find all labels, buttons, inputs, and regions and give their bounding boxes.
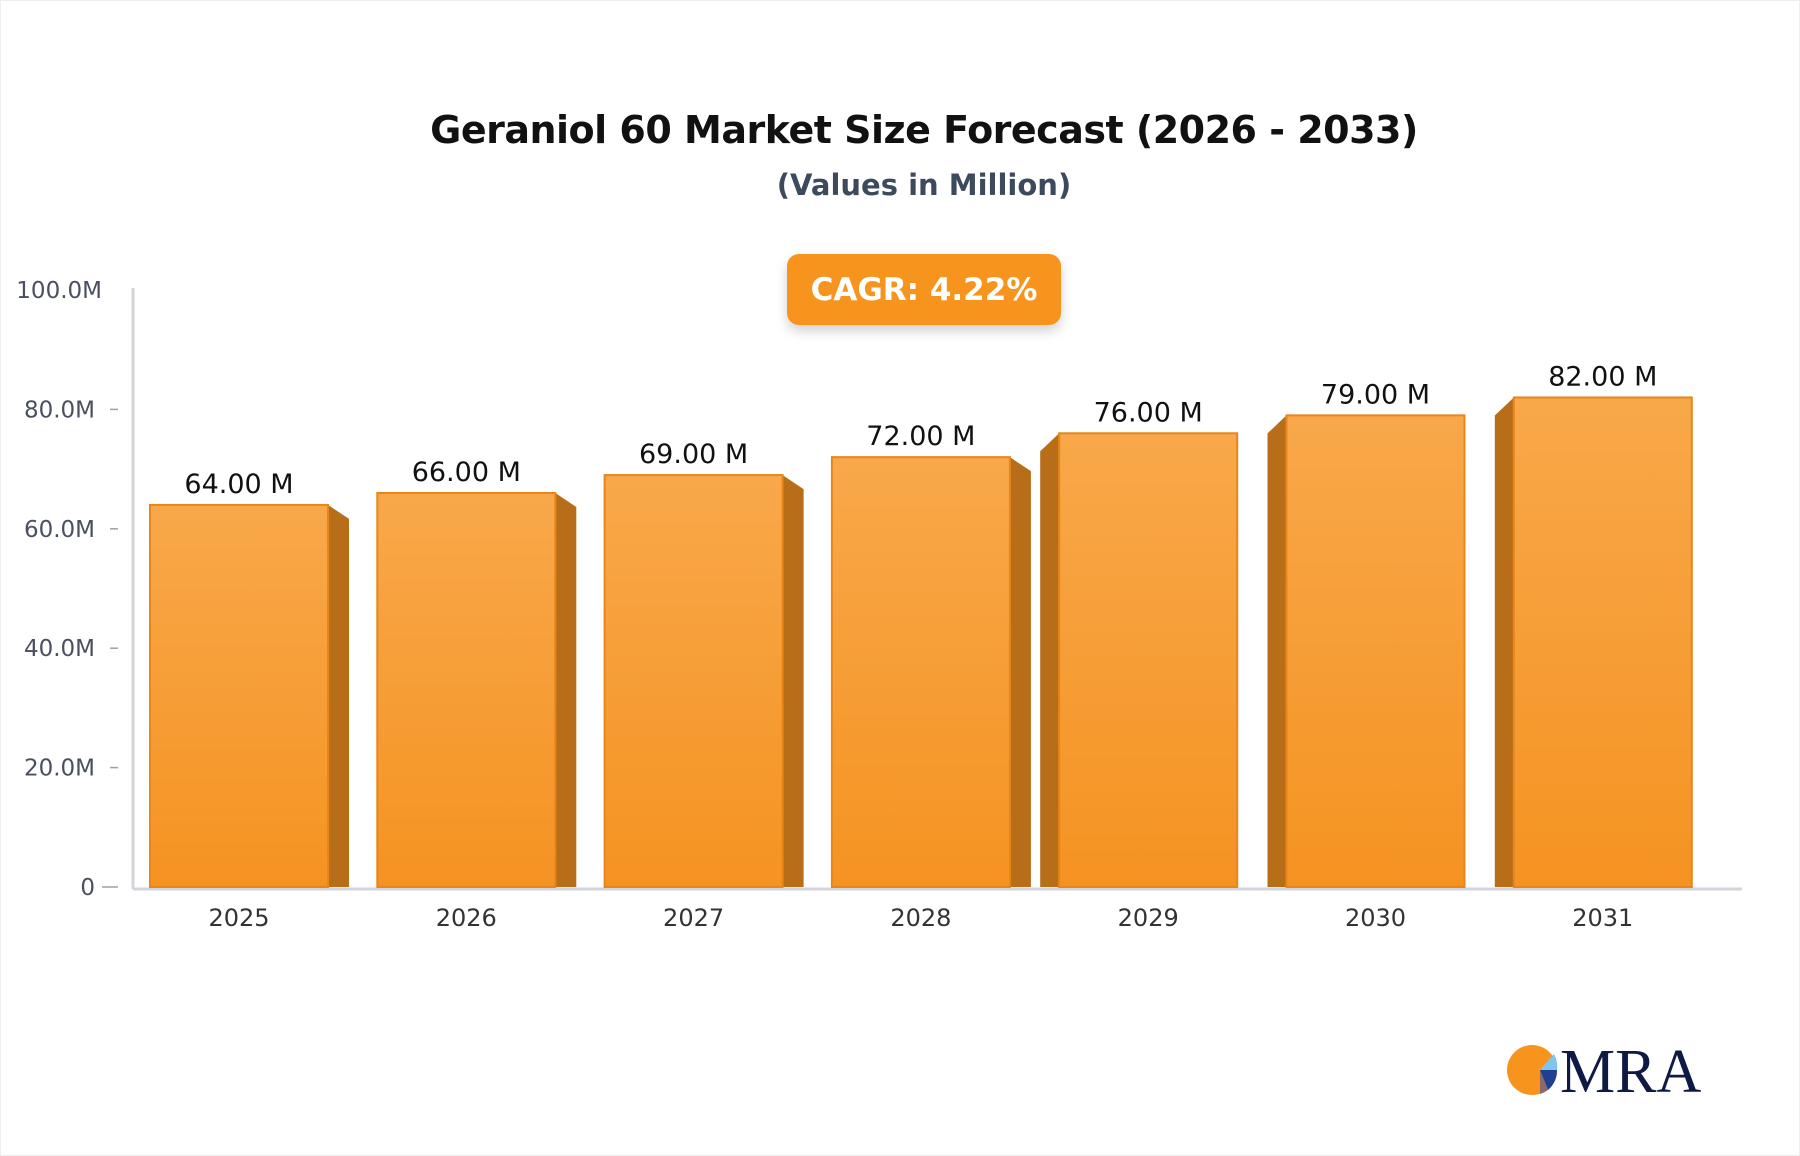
bar xyxy=(1512,396,1693,888)
bar-side xyxy=(1040,433,1060,887)
bar-value-label: 69.00 M xyxy=(639,439,748,470)
bar-value-label: 64.00 M xyxy=(184,469,293,500)
bar-group: 82.00 M 2031 xyxy=(1494,361,1693,932)
bar-side xyxy=(1267,415,1287,887)
y-tick-label: 40.0M xyxy=(24,636,95,662)
bar-side xyxy=(1494,397,1514,887)
y-tick-label: 100.0M xyxy=(16,278,102,304)
bar xyxy=(376,491,557,888)
y-tick-label: 60.0M xyxy=(24,517,95,543)
bar-value-label: 72.00 M xyxy=(866,421,975,452)
y-tick-label: 20.0M xyxy=(24,756,95,782)
bar-value-label: 79.00 M xyxy=(1321,379,1430,410)
chart-title: Geraniol 60 Market Size Forecast (2026 -… xyxy=(430,108,1418,152)
bar-group: 79.00 M 2030 xyxy=(1267,379,1466,932)
bar xyxy=(830,456,1011,888)
chart-subtitle: (Values in Million) xyxy=(776,168,1072,202)
x-tick-label: 2030 xyxy=(1345,904,1406,932)
bar-side xyxy=(782,475,804,887)
bar-side xyxy=(555,492,577,887)
y-tick-label: 0 xyxy=(80,875,95,901)
bar-value-label: 76.00 M xyxy=(1094,397,1203,428)
x-tick-label: 2031 xyxy=(1572,904,1633,932)
bar xyxy=(1058,432,1239,888)
x-tick-label: 2025 xyxy=(208,904,269,932)
x-tick-label: 2026 xyxy=(436,904,497,932)
x-tick-label: 2027 xyxy=(663,904,724,932)
bar xyxy=(1285,414,1466,888)
bar-group: 72.00 M 2028 xyxy=(830,421,1031,932)
mra-logo: MRA xyxy=(1507,1040,1701,1100)
bar-group: 69.00 M 2027 xyxy=(603,439,804,932)
bar-value-label: 82.00 M xyxy=(1548,361,1657,392)
bar-group: 76.00 M 2029 xyxy=(1040,397,1239,932)
bar-side xyxy=(1009,457,1031,887)
bar-group: 64.00 M 2025 xyxy=(149,469,349,932)
cagr-badge: CAGR: 4.22% xyxy=(787,254,1061,325)
bar-group: 66.00 M 2026 xyxy=(376,457,577,932)
bar-side xyxy=(328,504,349,887)
y-tick-label: 80.0M xyxy=(24,397,95,423)
x-tick-label: 2028 xyxy=(890,904,951,932)
bar xyxy=(603,474,784,888)
x-tick-label: 2029 xyxy=(1118,904,1179,932)
bar-value-label: 66.00 M xyxy=(412,457,521,488)
logo-text: MRA xyxy=(1560,1040,1701,1100)
bar xyxy=(149,503,329,888)
